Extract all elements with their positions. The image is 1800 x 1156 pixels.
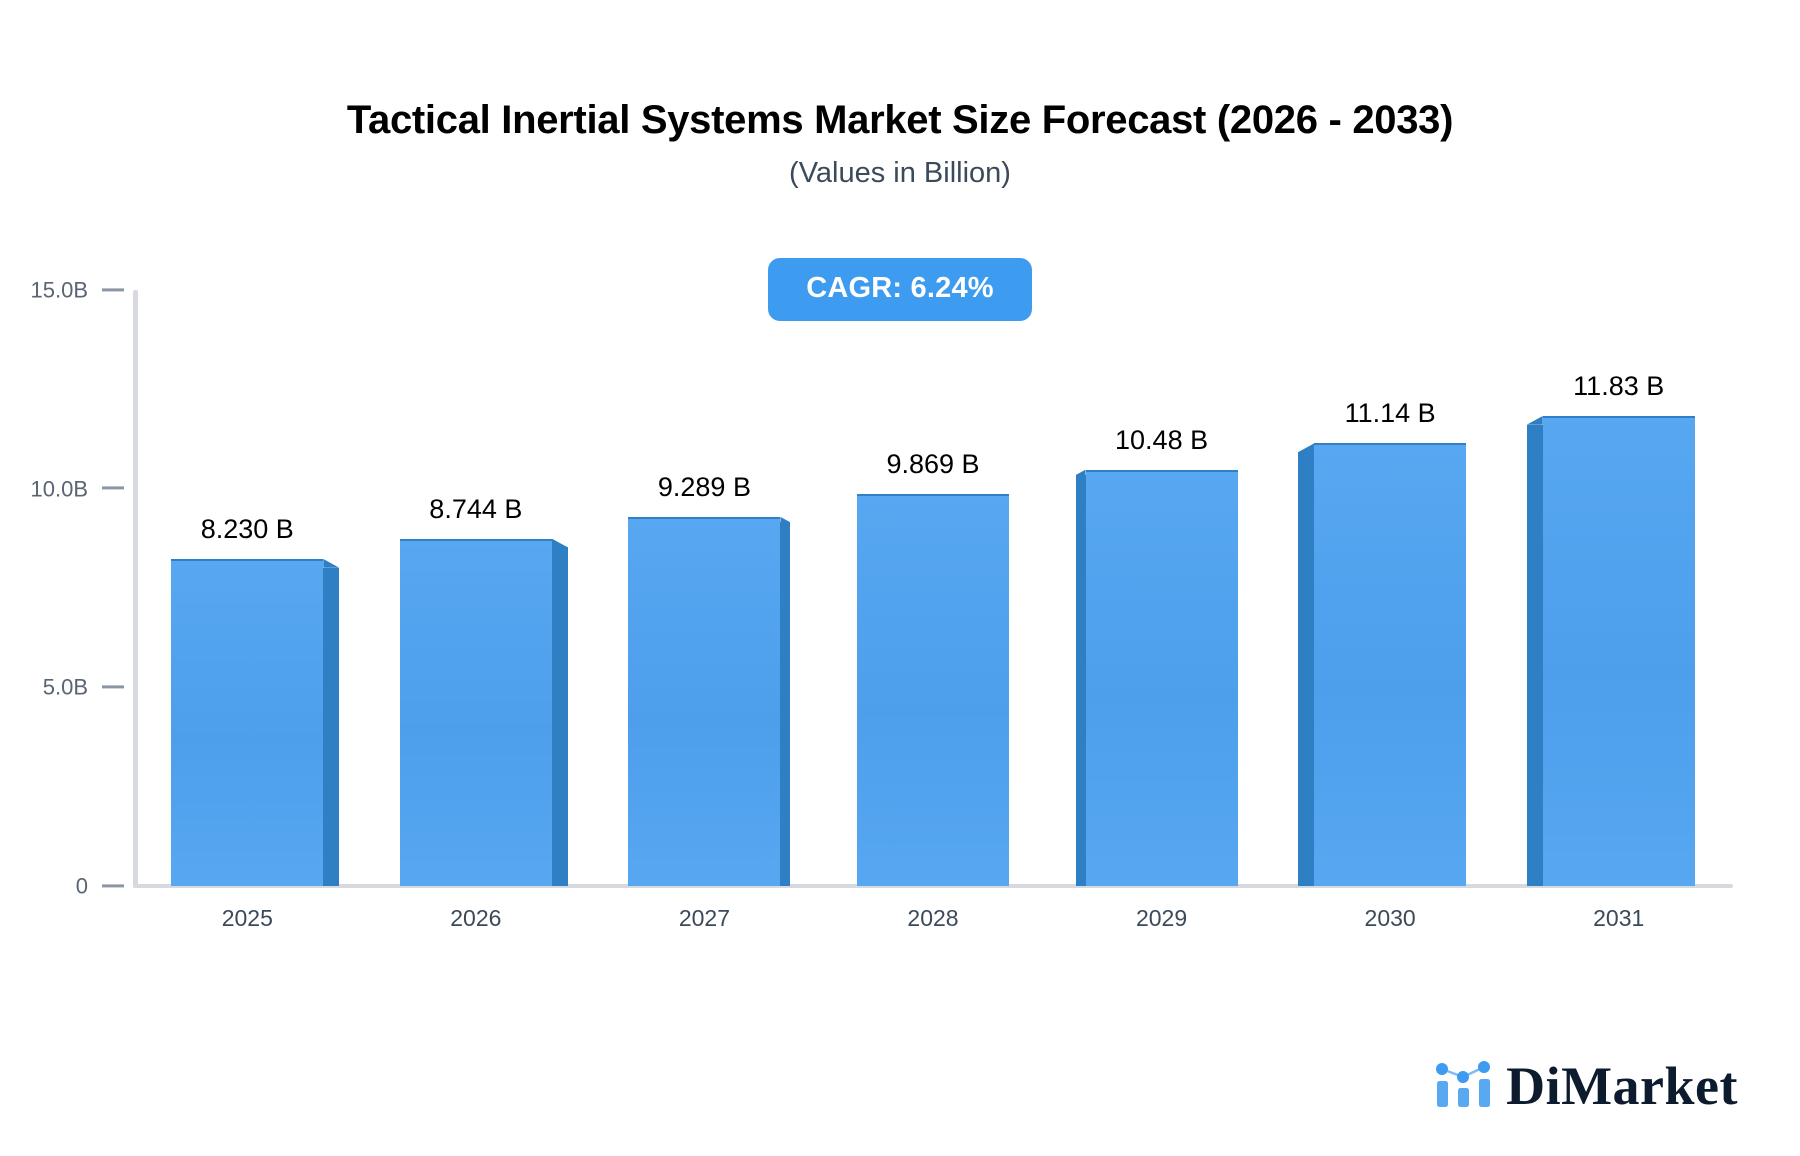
bar-column[interactable]: 11.14 B — [1298, 290, 1467, 886]
chart-header: Tactical Inertial Systems Market Size Fo… — [0, 0, 1800, 190]
bar-top-bevel — [1075, 469, 1086, 476]
y-axis-tick: 5.0B — [0, 674, 124, 701]
bar-value-label: 8.744 B — [429, 493, 523, 524]
y-axis-tick-label: 0 — [75, 873, 88, 899]
bar-column[interactable]: 8.744 B — [399, 290, 568, 886]
bar-series: 8.230 B 8.744 B 9.289 B 9.869 B 10.48 B 11.14… — [133, 290, 1733, 886]
bar-column[interactable]: 11.83 B — [1526, 290, 1695, 886]
bar-value-label: 11.83 B — [1573, 370, 1665, 401]
bar-side-face — [1526, 424, 1543, 886]
bar-top-bevel — [323, 559, 340, 568]
brand-logo: DiMarket — [1434, 1057, 1738, 1114]
x-axis-tick-label: 2027 — [678, 905, 731, 931]
cagr-badge-container: CAGR: 6.24% — [0, 258, 1800, 321]
bar-top-bevel — [1526, 415, 1543, 425]
x-axis-tick-label: 2029 — [1135, 905, 1188, 931]
bar-front-face — [1085, 469, 1238, 886]
y-axis-tick-mark — [102, 685, 124, 689]
bar-column[interactable]: 8.230 B — [171, 290, 340, 886]
bar-front-face — [1542, 415, 1695, 886]
bar-top-bevel — [551, 538, 568, 548]
bar-value-label: 8.230 B — [200, 514, 294, 544]
cagr-badge: CAGR: 6.24% — [768, 258, 1032, 321]
bar-top-bevel — [1298, 443, 1315, 453]
bar-side-face — [323, 567, 340, 886]
y-axis-tick: 10.0B — [0, 475, 124, 502]
y-axis-tick: 0 — [0, 872, 124, 899]
bar-side-face — [1298, 452, 1315, 886]
bar-front-face — [399, 538, 552, 886]
y-axis-line — [133, 290, 138, 886]
y-axis-tick-label: 5.0B — [42, 674, 88, 700]
chart-subtitle: (Values in Billion) — [789, 157, 1011, 189]
x-axis-baseline — [133, 884, 1733, 888]
bar-side-face — [780, 522, 791, 886]
bar-column[interactable]: 9.289 B — [628, 290, 791, 886]
bar-value-label: 9.289 B — [657, 471, 751, 502]
x-axis-tick-label: 2025 — [221, 905, 273, 931]
bar-value-label: 10.48 B — [1115, 424, 1209, 455]
x-axis-tick-label: 2028 — [907, 905, 959, 931]
bar-front-face — [628, 516, 781, 886]
bar-value-label: 9.869 B — [886, 448, 980, 479]
y-axis-tick: 15.0B — [0, 276, 124, 303]
x-axis-tick-label: 2031 — [1593, 905, 1645, 931]
bar-column[interactable]: 9.869 B — [857, 290, 1009, 886]
bar-front-face — [171, 559, 324, 886]
x-axis-tick-label: 2030 — [1364, 905, 1416, 931]
logo-text: DiMarket — [1506, 1055, 1738, 1116]
y-axis-tick-mark — [102, 288, 124, 292]
x-axis-tick-label: 2026 — [450, 905, 502, 931]
bar-chart-logo-icon — [1434, 1057, 1492, 1114]
bar-front-face — [1314, 443, 1467, 886]
bar-value-label: 11.14 B — [1344, 398, 1436, 429]
bar-top-bevel — [780, 516, 791, 523]
y-axis-tick-mark — [102, 884, 124, 888]
page-title: Tactical Inertial Systems Market Size Fo… — [346, 98, 1454, 142]
y-axis-tick-label: 15.0B — [30, 277, 89, 303]
bar-side-face — [1075, 475, 1086, 886]
bar-front-face — [857, 493, 1009, 886]
bar-side-face — [551, 547, 568, 886]
bar-column[interactable]: 10.48 B — [1075, 290, 1238, 886]
y-axis-tick-label: 10.0B — [30, 476, 89, 502]
x-axis-labels: 2025 2026 2027 2028 2029 2030 2031 — [133, 905, 1733, 951]
y-axis-tick-mark — [102, 486, 124, 490]
